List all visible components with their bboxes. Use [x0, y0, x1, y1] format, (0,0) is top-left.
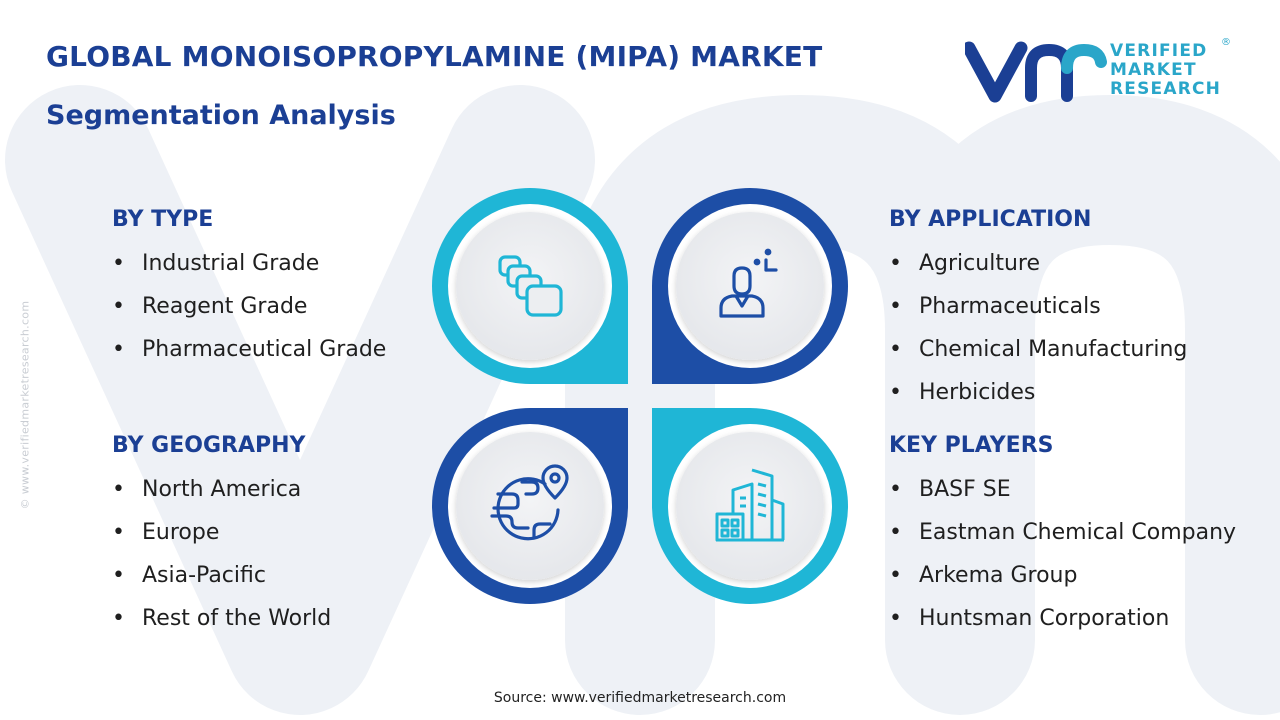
segment-list: Industrial Grade Reagent Grade Pharmaceu…: [112, 242, 386, 371]
segment-by-geography: BY GEOGRAPHY North America Europe Asia-P…: [112, 433, 331, 640]
segment-heading: KEY PLAYERS: [889, 433, 1054, 458]
registered-mark: ®: [1221, 37, 1231, 48]
list-item: Rest of the World: [112, 597, 331, 640]
brand-line-market: MARKET: [1110, 60, 1197, 80]
layered-cards-icon: [498, 255, 563, 317]
list-item: Arkema Group: [889, 554, 1236, 597]
list-item: Eastman Chemical Company: [889, 511, 1236, 554]
list-item: Chemical Manufacturing: [889, 328, 1187, 371]
page-subtitle: Segmentation Analysis: [46, 100, 396, 131]
brand-line-verified: VERIFIED: [1110, 41, 1208, 61]
source-citation: Source: www.verifiedmarketresearch.com: [493, 690, 787, 706]
segment-heading: BY TYPE: [112, 207, 214, 232]
list-item: North America: [112, 468, 331, 511]
vmr-logo-mark: [965, 41, 1107, 103]
brand-wordmark: VERIFIED MARKET RESEARCH: [1110, 42, 1221, 99]
list-item: Industrial Grade: [112, 242, 386, 285]
list-item: Europe: [112, 511, 331, 554]
list-item: Agriculture: [889, 242, 1187, 285]
brand-line-research: RESEARCH: [1110, 79, 1222, 99]
segment-by-application: BY APPLICATION Agriculture Pharmaceutica…: [889, 207, 1187, 414]
person-focus-icon: [719, 248, 778, 318]
globe-location-pin-icon: [490, 464, 569, 541]
list-item: Pharmaceutical Grade: [112, 328, 386, 371]
segment-by-type: BY TYPE Industrial Grade Reagent Grade P…: [112, 207, 386, 371]
list-item: Pharmaceuticals: [889, 285, 1187, 328]
segment-list: BASF SE Eastman Chemical Company Arkema …: [889, 468, 1236, 640]
segment-list: North America Europe Asia-Pacific Rest o…: [112, 468, 331, 640]
list-item: Asia-Pacific: [112, 554, 331, 597]
list-item: BASF SE: [889, 468, 1236, 511]
segment-heading: BY APPLICATION: [889, 207, 1092, 232]
page-title: GLOBAL MONOISOPROPYLAMINE (MIPA) MARKET: [46, 40, 823, 73]
list-item: Huntsman Corporation: [889, 597, 1236, 640]
list-item: Reagent Grade: [112, 285, 386, 328]
list-item: Herbicides: [889, 371, 1187, 414]
segment-list: Agriculture Pharmaceuticals Chemical Man…: [889, 242, 1187, 414]
petal-key-players: [652, 408, 848, 604]
segment-key-players: KEY PLAYERS BASF SE Eastman Chemical Com…: [889, 433, 1236, 640]
petal-by-geography: [432, 408, 628, 604]
segment-heading: BY GEOGRAPHY: [112, 433, 306, 458]
office-buildings-icon: [715, 468, 785, 542]
